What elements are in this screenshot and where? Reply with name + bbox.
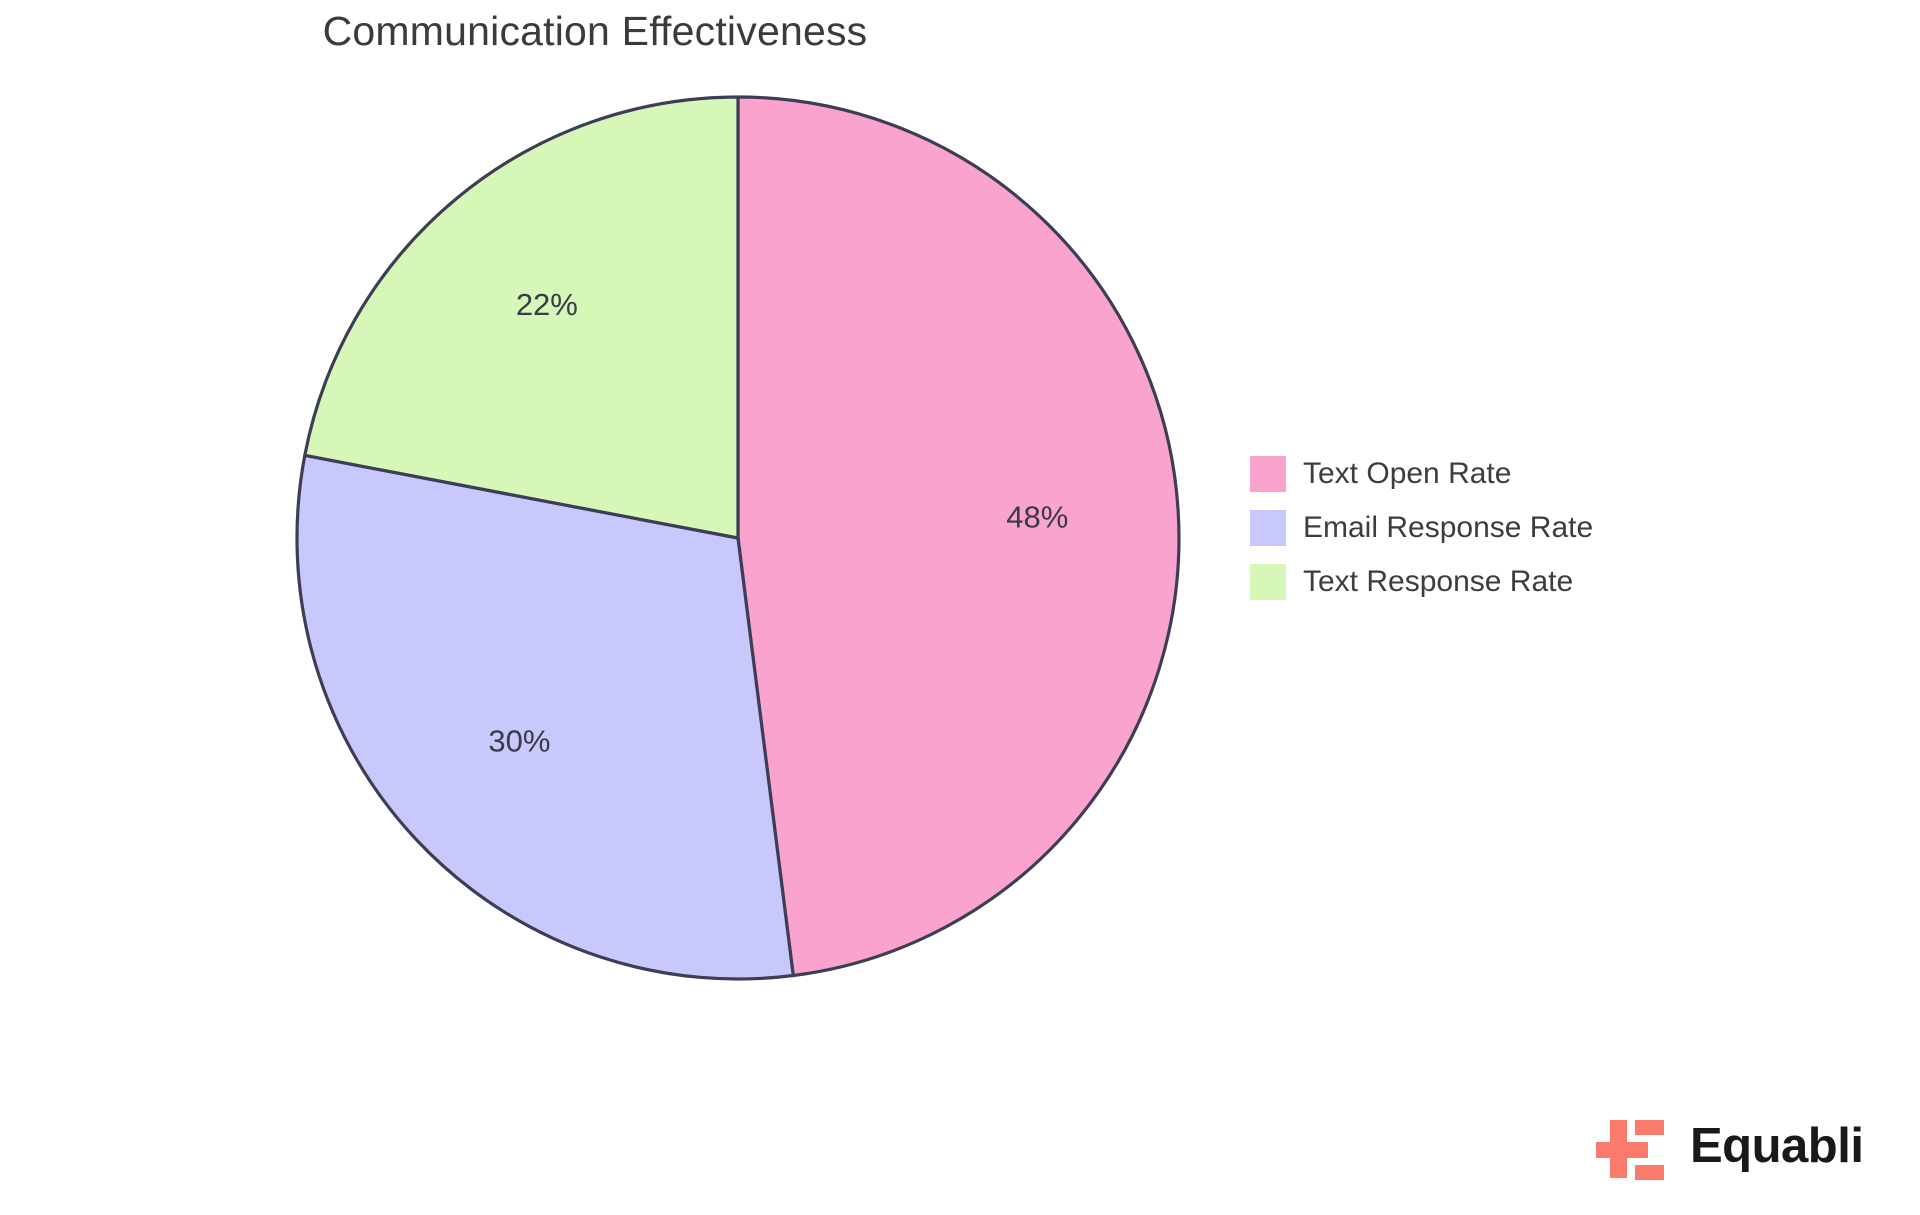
legend-item-label: Email Response Rate [1303,511,1594,544]
pie-slice[interactable] [736,95,1181,978]
pie-chart: 48% 30% 22% [288,88,1188,988]
legend-item-label: Text Open Rate [1303,457,1512,490]
pie-slice[interactable] [303,95,740,540]
pie-chart-svg: 48% 30% 22% [295,95,1181,981]
legend-item[interactable]: Text Response Rate [1250,564,1593,600]
pie-slice-value-label: 22% [516,287,578,322]
chart-legend: Text Open Rate Email Response Rate Text Re… [1250,456,1593,600]
legend-color-swatch [1250,510,1286,546]
legend-color-swatch [1250,456,1286,492]
brand-name: Equabli [1690,1118,1864,1173]
pie-slices [295,95,1181,981]
pie-slice[interactable] [295,453,795,981]
pie-slice-labels: 48% 30% 22% [488,287,1068,758]
pie-slice-value-label: 48% [1006,499,1068,534]
brand-logo: Equabli [1596,1110,1864,1182]
legend-item-label: Text Response Rate [1303,565,1574,598]
mark-bottom-right-bar [1635,1165,1664,1180]
mark-horizontal-bar [1596,1142,1648,1158]
pie-slice-value-label: 30% [488,723,550,758]
legend-item[interactable]: Email Response Rate [1250,510,1593,546]
legend-item[interactable]: Text Open Rate [1250,456,1593,492]
equabli-mark-icon [1596,1110,1670,1182]
legend-color-swatch [1250,564,1286,600]
mark-top-right-bar [1635,1120,1664,1135]
page-title: Communication Effectiveness [322,8,868,54]
